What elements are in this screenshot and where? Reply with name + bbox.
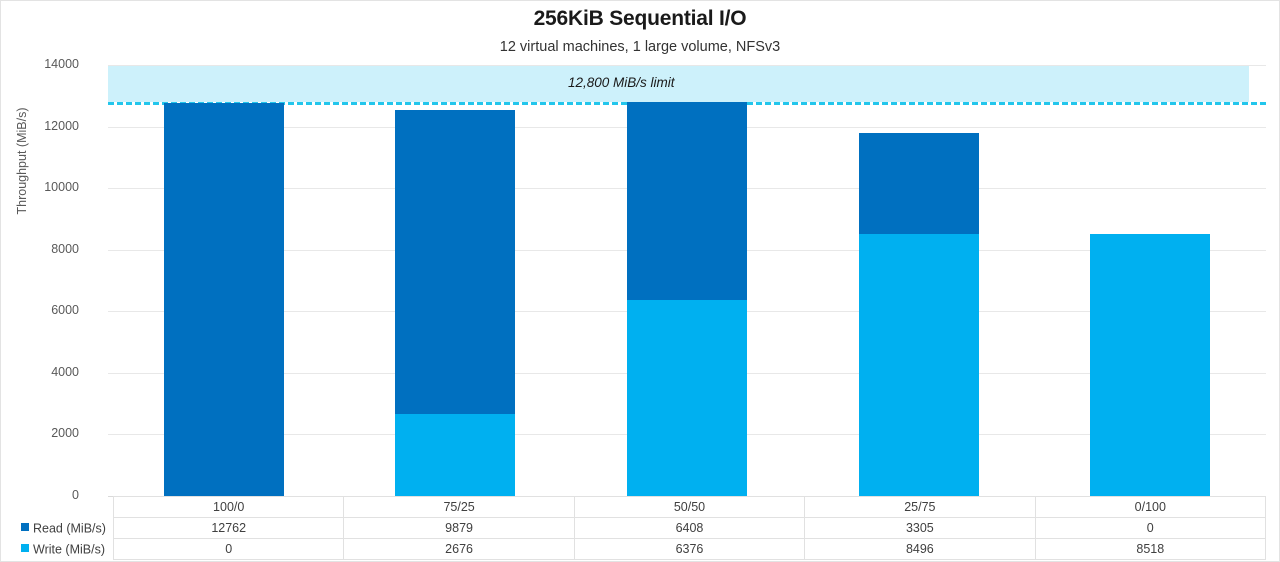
y-tick-label: 14000 bbox=[44, 57, 79, 71]
table-cell-value: 3305 bbox=[804, 517, 1036, 539]
bar-segment-read[interactable] bbox=[395, 109, 516, 414]
limit-annotation-label: 12,800 MiB/s limit bbox=[568, 74, 675, 90]
table-cell-value: 6376 bbox=[573, 538, 806, 560]
bar-group[interactable] bbox=[1090, 65, 1211, 496]
table-row-header: Write (MiB/s) bbox=[16, 538, 114, 560]
y-tick-label: 6000 bbox=[51, 303, 79, 318]
plot-area: 12,800 MiB/s limit 0 2000 4000 6000 8000 1000… bbox=[44, 58, 1266, 501]
bar-group[interactable] bbox=[627, 65, 747, 496]
bar-segment-read[interactable] bbox=[858, 132, 979, 235]
page-title: 256KiB Sequential I/O bbox=[533, 7, 747, 30]
bar-segment-write[interactable] bbox=[627, 299, 747, 496]
table-row: Write (MiB/s) 0 2676 6376 8496 8518 bbox=[16, 538, 1267, 560]
y-tick-label: 12000 bbox=[44, 118, 79, 133]
bar-segment-write[interactable] bbox=[1090, 233, 1211, 496]
table-row: Read (MiB/s) 12762 9879 6408 3305 0 bbox=[16, 517, 1267, 539]
gridline bbox=[108, 65, 1266, 66]
table-cell-value: 12762 bbox=[112, 517, 345, 539]
bar-group[interactable] bbox=[395, 65, 516, 496]
table-cell-value: 9879 bbox=[343, 517, 575, 539]
y-axis-title: Throughput (MiB/s) bbox=[15, 107, 29, 215]
chart-subtitle: 12 virtual machines, 1 large volume, NFS… bbox=[499, 39, 781, 55]
legend-label: Read (MiB/s) bbox=[33, 521, 106, 536]
bar-segment-read[interactable] bbox=[627, 102, 747, 300]
y-tick-label: 2000 bbox=[51, 426, 79, 441]
bar-segment-read[interactable] bbox=[163, 103, 284, 496]
bar-segment-write[interactable] bbox=[395, 413, 516, 496]
table-category-header: 0/100 bbox=[1034, 496, 1267, 518]
bar-group[interactable] bbox=[163, 65, 284, 496]
table-category-header: 25/75 bbox=[804, 496, 1036, 518]
table-cell-value: 8496 bbox=[804, 538, 1036, 560]
table-cell-value: 6408 bbox=[573, 517, 806, 539]
y-tick-label: 0 bbox=[72, 488, 79, 502]
y-tick-label: 4000 bbox=[51, 364, 79, 379]
chart-data-table: 100/0 75/25 50/50 25/75 0/100 Read (MiB/s) 127… bbox=[16, 496, 1267, 560]
table-category-header: 50/50 bbox=[573, 496, 806, 518]
table-category-header: 100/0 bbox=[112, 496, 345, 518]
write-legend-swatch-icon bbox=[21, 544, 29, 553]
table-header-row: 100/0 75/25 50/50 25/75 0/100 bbox=[16, 496, 1267, 518]
y-tick-label: 8000 bbox=[51, 241, 79, 256]
bar-group[interactable] bbox=[858, 65, 979, 496]
y-tick-label: 10000 bbox=[44, 180, 79, 195]
table-cell-value: 2676 bbox=[343, 538, 575, 560]
table-cell-value: 8518 bbox=[1034, 538, 1267, 560]
table-category-header: 75/25 bbox=[343, 496, 575, 518]
table-corner-cell bbox=[16, 497, 114, 518]
limit-band bbox=[108, 65, 1249, 102]
bar-segment-write[interactable] bbox=[858, 234, 979, 496]
table-cell-value: 0 bbox=[112, 538, 345, 560]
legend-label: Write (MiB/s) bbox=[33, 542, 105, 557]
read-legend-swatch-icon bbox=[21, 523, 29, 532]
table-cell-value: 0 bbox=[1034, 517, 1267, 539]
table-row-header: Read (MiB/s) bbox=[16, 517, 114, 539]
